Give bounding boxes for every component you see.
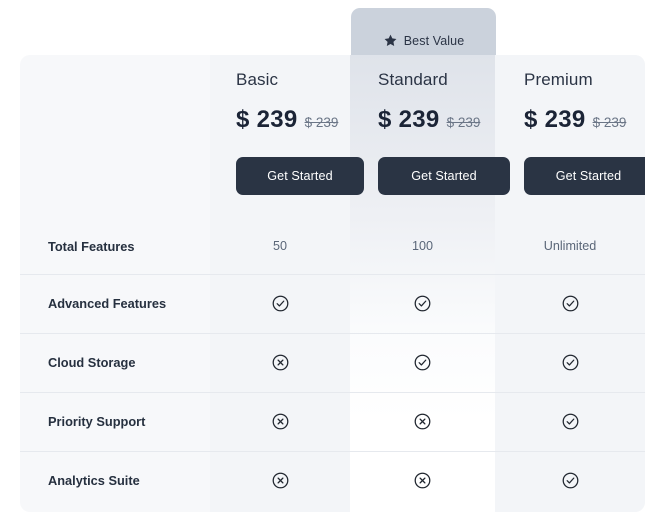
plan-column-standard: Standard $ 239 $ 239 Get Started — [350, 55, 510, 218]
plan-name-standard: Standard — [378, 70, 448, 89]
x-circle-icon — [413, 412, 432, 431]
feature-value-basic — [210, 471, 350, 490]
check-circle-icon — [413, 294, 432, 313]
feature-value-standard: 100 — [350, 239, 495, 253]
best-value-badge: Best Value — [351, 8, 496, 60]
plan-price-premium: $ 239 $ 239 — [524, 106, 626, 134]
feature-value-text: 100 — [411, 239, 433, 253]
feature-value-premium — [495, 412, 645, 431]
plan-price-original-premium: $ 239 — [592, 115, 627, 130]
plan-price-original-basic: $ 239 — [304, 115, 339, 130]
plan-price-standard: $ 239 $ 239 — [378, 106, 480, 134]
check-circle-icon — [271, 294, 290, 313]
get-started-button-premium[interactable]: Get Started — [524, 157, 645, 195]
x-circle-icon — [413, 471, 432, 490]
pricing-table: Basic $ 239 $ 239 Get Started Standard $… — [20, 55, 645, 512]
star-icon — [383, 33, 398, 48]
feature-value-basic: 50 — [210, 239, 350, 253]
get-started-button-standard[interactable]: Get Started — [378, 157, 510, 195]
plan-price-current-standard: $ 239 — [378, 106, 440, 133]
feature-value-basic — [210, 353, 350, 372]
check-circle-icon — [561, 294, 580, 313]
check-circle-icon — [561, 471, 580, 490]
plan-price-basic: $ 239 $ 239 — [236, 106, 338, 134]
x-circle-icon — [271, 412, 290, 431]
feature-value-premium — [495, 353, 645, 372]
table-row: Analytics Suite — [20, 451, 645, 510]
feature-value-basic — [210, 294, 350, 313]
plan-name-basic: Basic — [236, 70, 279, 89]
feature-label: Cloud Storage — [48, 355, 136, 370]
feature-value-premium — [495, 471, 645, 490]
feature-label: Priority Support — [48, 414, 146, 429]
table-rows: Basic $ 239 $ 239 Get Started Standard $… — [20, 55, 645, 510]
plan-price-current-premium: $ 239 — [524, 106, 586, 133]
table-row: Cloud Storage — [20, 333, 645, 392]
plan-column-basic: Basic $ 239 $ 239 Get Started — [210, 55, 364, 218]
feature-value-premium: Unlimited — [495, 239, 645, 253]
feature-label: Total Features — [48, 238, 135, 254]
table-row: Advanced Features — [20, 274, 645, 333]
feature-value-premium — [495, 294, 645, 313]
feature-label: Advanced Features — [48, 296, 167, 311]
check-circle-icon — [413, 353, 432, 372]
plan-name-premium: Premium — [524, 70, 593, 89]
feature-value-standard — [350, 353, 495, 372]
x-circle-icon — [271, 471, 290, 490]
feature-label: Analytics Suite — [48, 473, 140, 488]
feature-value-standard — [350, 412, 495, 431]
x-circle-icon — [271, 353, 290, 372]
plan-column-premium: Premium $ 239 $ 239 Get Started — [495, 55, 645, 218]
feature-value-standard — [350, 471, 495, 490]
best-value-label: Best Value — [403, 33, 465, 48]
check-circle-icon — [561, 353, 580, 372]
table-header-row: Basic $ 239 $ 239 Get Started Standard $… — [20, 55, 645, 218]
feature-value-text: 50 — [272, 239, 287, 253]
table-row: Total Features 50 100 Unlimited — [20, 218, 645, 274]
feature-value-standard — [350, 294, 495, 313]
plan-price-current-basic: $ 239 — [236, 106, 298, 133]
best-value-badge-inner: Best Value — [383, 33, 465, 48]
header-empty-cell — [20, 55, 210, 218]
get-started-button-basic[interactable]: Get Started — [236, 157, 364, 195]
feature-value-text: Unlimited — [543, 239, 597, 253]
check-circle-icon — [561, 412, 580, 431]
feature-value-basic — [210, 412, 350, 431]
plan-price-original-standard: $ 239 — [446, 115, 481, 130]
table-row: Priority Support — [20, 392, 645, 451]
